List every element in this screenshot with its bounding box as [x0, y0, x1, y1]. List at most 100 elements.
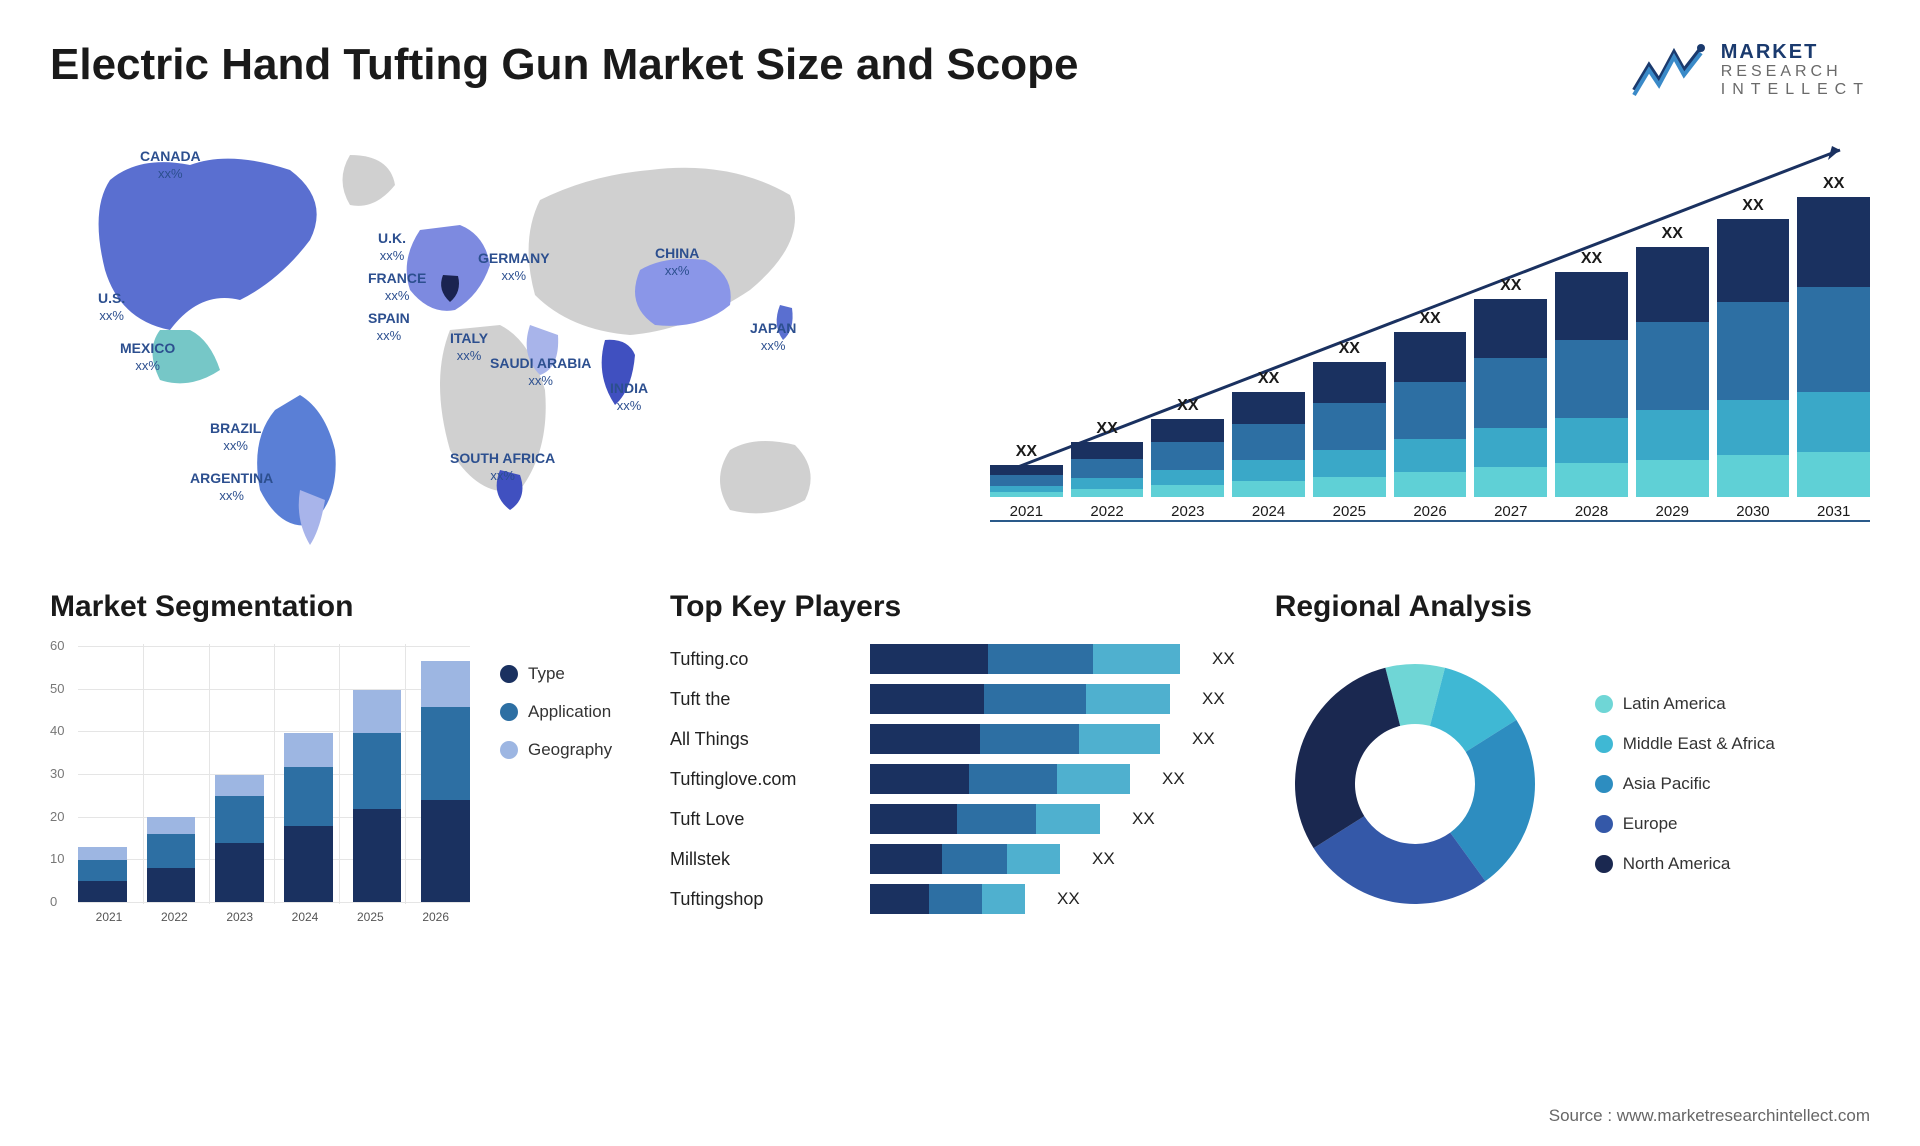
growth-bar-segment: [1474, 299, 1547, 358]
growth-bar-segment: [1636, 247, 1709, 322]
donut-slice: [1295, 668, 1400, 848]
legend-dot-icon: [1595, 695, 1613, 713]
map-label-france: FRANCExx%: [368, 270, 426, 304]
growth-bar-segment: [1394, 439, 1467, 472]
player-name: Tuftingshop: [670, 889, 850, 910]
growth-bar-2024: XX2024: [1232, 370, 1305, 520]
donut-section: Latin AmericaMiddle East & AfricaAsia Pa…: [1275, 644, 1870, 924]
player-value: XX: [1202, 689, 1225, 709]
growth-bar-label: XX: [1500, 277, 1521, 295]
growth-bar-stack: [1474, 299, 1547, 497]
seg-bar-segment: [353, 690, 402, 732]
logo-mark-icon: [1629, 40, 1709, 100]
player-bar: [870, 804, 1100, 834]
map-label-mexico: MEXICOxx%: [120, 340, 175, 374]
segmentation-title: Market Segmentation: [50, 590, 630, 624]
growth-bar-year: 2024: [1252, 503, 1285, 520]
growth-bar-segment: [1474, 467, 1547, 497]
growth-bar-segment: [1151, 485, 1224, 497]
player-name: All Things: [670, 729, 850, 750]
growth-bar-label: XX: [1662, 225, 1683, 243]
seg-bar-segment: [215, 843, 264, 902]
world-map: CANADAxx%U.S.xx%MEXICOxx%BRAZILxx%ARGENT…: [50, 130, 950, 550]
growth-bar-year: 2030: [1736, 503, 1769, 520]
legend-dot-icon: [500, 703, 518, 721]
growth-bar-segment: [1071, 478, 1144, 489]
growth-bar-2025: XX2025: [1313, 340, 1386, 520]
growth-bar-segment: [1636, 460, 1709, 498]
regional-legend-item: Europe: [1595, 814, 1775, 834]
regional-title: Regional Analysis: [1275, 590, 1870, 624]
regional-legend: Latin AmericaMiddle East & AfricaAsia Pa…: [1595, 694, 1775, 874]
growth-bar-segment: [1555, 463, 1628, 497]
growth-bar-2028: XX 2028: [1555, 250, 1628, 520]
seg-bar-2021: [78, 847, 127, 902]
player-bar-segment: [1036, 804, 1100, 834]
player-row: All Things XX: [670, 724, 1235, 754]
top-section: CANADAxx%U.S.xx%MEXICOxx%BRAZILxx%ARGENT…: [50, 130, 1870, 550]
player-value: XX: [1057, 889, 1080, 909]
growth-bar-stack: [1555, 272, 1628, 497]
seg-bar-segment: [78, 881, 127, 902]
logo-line1: MARKET: [1721, 41, 1870, 63]
growth-bar-label: XX: [1581, 250, 1602, 268]
player-bar: [870, 764, 1130, 794]
seg-legend-item: Application: [500, 702, 612, 722]
seg-ytick: 0: [50, 894, 57, 909]
players-title: Top Key Players: [670, 590, 1235, 624]
seg-bar-year: 2025: [357, 910, 384, 924]
seg-bar-2023: [215, 775, 264, 902]
regional-panel: Regional Analysis Latin AmericaMiddle Ea…: [1275, 590, 1870, 924]
player-bar-segment: [982, 884, 1025, 914]
growth-bar-year: 2023: [1171, 503, 1204, 520]
seg-bar-segment: [284, 767, 333, 826]
player-value: XX: [1132, 809, 1155, 829]
map-label-uk: U.K.xx%: [378, 230, 406, 264]
growth-bar-segment: [1717, 219, 1790, 302]
growth-bar-segment: [1071, 489, 1144, 497]
player-bar: [870, 644, 1180, 674]
player-value: XX: [1192, 729, 1215, 749]
growth-bar-stack: [1394, 332, 1467, 497]
segmentation-panel: Market Segmentation 01020304050602021202…: [50, 590, 630, 924]
player-value: XX: [1212, 649, 1235, 669]
player-row: Tuftinglove.comXX: [670, 764, 1235, 794]
growth-bar-2030: XX2030: [1717, 197, 1790, 520]
regional-legend-label: Asia Pacific: [1623, 774, 1711, 794]
growth-bar-segment: [1555, 418, 1628, 463]
player-bar-segment: [984, 684, 1086, 714]
seg-bar-year: 2023: [226, 910, 253, 924]
growth-bar-segment: [990, 465, 1063, 475]
growth-bar-segment: [1151, 470, 1224, 486]
growth-bar-segment: [1232, 424, 1305, 461]
seg-bar-segment: [147, 868, 196, 902]
growth-bar-2026: XX2026: [1394, 310, 1467, 520]
seg-legend-label: Type: [528, 664, 565, 684]
seg-bar-segment: [284, 826, 333, 902]
growth-bar-year: 2028: [1575, 503, 1608, 520]
player-name: Tufting.co: [670, 649, 850, 670]
growth-bar-segment: [1555, 272, 1628, 340]
growth-bar-year: 2021: [1010, 503, 1043, 520]
player-bar-segment: [980, 724, 1079, 754]
seg-bar-2025: [353, 690, 402, 902]
seg-legend-item: Geography: [500, 740, 612, 760]
player-bar-segment: [942, 844, 1007, 874]
growth-bar-segment: [1232, 481, 1305, 497]
seg-bar-year: 2022: [161, 910, 188, 924]
seg-bar-year: 2021: [96, 910, 123, 924]
map-label-canada: CANADAxx%: [140, 148, 201, 182]
map-label-spain: SPAINxx%: [368, 310, 410, 344]
map-label-china: CHINAxx%: [655, 245, 699, 279]
growth-bar-2021: XX 2021: [990, 443, 1063, 520]
growth-bar-segment: [1232, 460, 1305, 481]
growth-bar-segment: [1636, 410, 1709, 460]
growth-bar-segment: [1313, 403, 1386, 450]
seg-ytick: 50: [50, 681, 64, 696]
seg-vgrid: [209, 644, 210, 904]
growth-bar-label: XX: [1016, 443, 1037, 461]
seg-bar-year: 2024: [292, 910, 319, 924]
regional-donut-chart: [1275, 644, 1555, 924]
segmentation-chart: 0102030405060202120222023202420252026 Ty…: [50, 644, 630, 924]
legend-dot-icon: [1595, 855, 1613, 873]
